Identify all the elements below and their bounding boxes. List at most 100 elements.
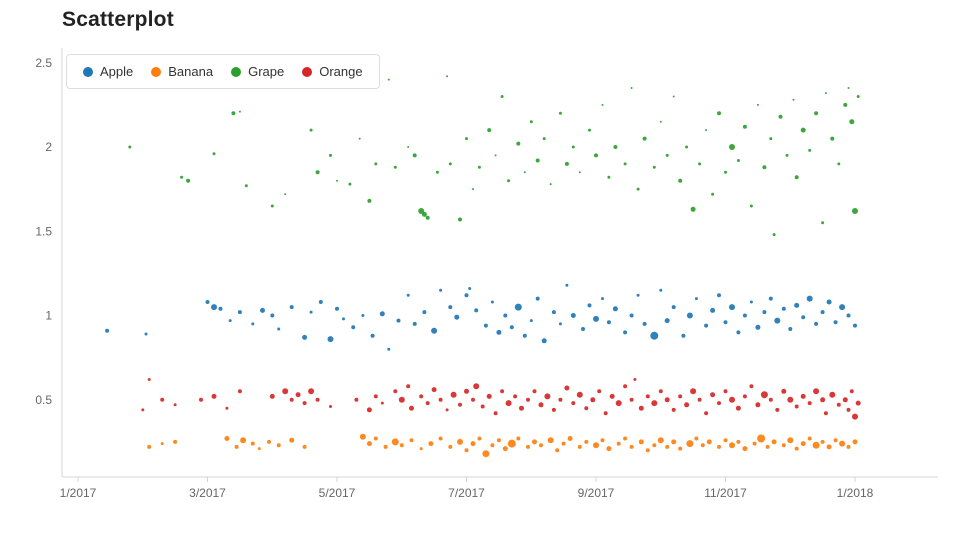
data-point — [736, 159, 740, 162]
data-point — [636, 293, 640, 297]
data-point — [672, 95, 675, 98]
legend-item-banana[interactable]: Banana — [151, 64, 213, 79]
data-point — [800, 393, 806, 399]
data-point — [522, 333, 527, 338]
data-point — [736, 439, 741, 444]
data-point — [564, 161, 569, 166]
data-point — [729, 144, 735, 150]
data-point — [406, 384, 411, 389]
data-point — [806, 295, 813, 302]
data-point — [457, 438, 463, 445]
data-point — [814, 111, 819, 116]
data-point — [315, 397, 320, 402]
data-point — [373, 394, 378, 399]
data-point — [302, 334, 308, 340]
data-point — [391, 438, 399, 446]
data-point — [561, 441, 566, 446]
legend-item-orange[interactable]: Orange — [302, 64, 363, 79]
x-tick-label: 3/2017 — [189, 486, 226, 500]
data-point — [327, 336, 334, 343]
data-point — [724, 170, 727, 174]
data-point — [160, 442, 164, 446]
data-point — [336, 179, 338, 182]
data-point — [597, 389, 602, 394]
data-point — [690, 206, 696, 212]
data-point — [704, 323, 709, 328]
data-point — [600, 438, 605, 443]
data-point — [824, 92, 827, 95]
x-tick-label: 1/2018 — [837, 486, 874, 500]
data-point — [128, 145, 132, 149]
data-point — [659, 288, 663, 292]
data-point — [419, 447, 423, 451]
data-point — [609, 393, 615, 399]
data-point — [535, 296, 540, 301]
data-point — [393, 165, 397, 169]
data-point — [664, 397, 670, 403]
data-point — [289, 397, 294, 402]
data-point — [270, 204, 274, 208]
data-point — [351, 325, 356, 330]
data-point — [623, 384, 628, 389]
data-point — [706, 439, 712, 445]
data-point — [354, 397, 359, 402]
data-point — [630, 87, 633, 89]
data-point — [756, 103, 759, 106]
data-point — [269, 393, 275, 399]
data-point — [558, 111, 562, 115]
data-point — [814, 321, 819, 326]
x-tick-label: 5/2017 — [319, 486, 356, 500]
data-point — [516, 141, 521, 146]
data-point — [842, 397, 848, 403]
data-point — [549, 183, 552, 186]
data-point — [742, 446, 748, 452]
series-banana — [147, 433, 858, 458]
data-point — [570, 313, 576, 318]
data-point — [775, 407, 780, 412]
data-point — [645, 394, 650, 399]
data-point — [794, 446, 799, 451]
data-point — [500, 95, 504, 98]
data-point — [398, 396, 405, 403]
legend-label: Grape — [248, 64, 285, 79]
data-point — [555, 448, 560, 453]
data-point — [749, 300, 753, 304]
data-point — [717, 401, 721, 406]
data-point — [309, 128, 313, 132]
data-point — [359, 433, 366, 440]
data-point — [698, 162, 702, 166]
x-tick-label: 11/2017 — [704, 486, 747, 500]
data-point — [348, 182, 352, 186]
data-point — [855, 400, 861, 406]
data-point — [361, 314, 365, 317]
data-point — [448, 444, 453, 449]
data-point — [794, 175, 799, 180]
data-point — [794, 404, 799, 409]
data-point — [503, 313, 508, 318]
data-point — [445, 408, 449, 412]
data-point — [446, 75, 449, 78]
data-point — [211, 304, 217, 311]
data-point — [853, 323, 857, 328]
data-point — [544, 393, 551, 400]
data-point — [829, 391, 836, 398]
data-point — [616, 441, 621, 446]
data-point — [771, 439, 777, 445]
data-point — [490, 443, 495, 448]
data-point — [774, 317, 781, 324]
data-point — [477, 436, 482, 441]
data-point — [768, 397, 773, 402]
data-point — [629, 313, 634, 318]
data-point — [729, 442, 735, 449]
data-point — [407, 146, 410, 148]
data-point — [736, 330, 741, 335]
data-point — [387, 347, 391, 351]
data-point — [180, 175, 184, 179]
data-point — [458, 217, 462, 222]
data-point — [409, 405, 414, 411]
legend-item-grape[interactable]: Grape — [231, 64, 284, 79]
data-point — [277, 327, 281, 331]
data-point — [514, 303, 522, 311]
x-tick-label: 9/2017 — [578, 486, 615, 500]
legend-item-apple[interactable]: Apple — [83, 64, 133, 79]
